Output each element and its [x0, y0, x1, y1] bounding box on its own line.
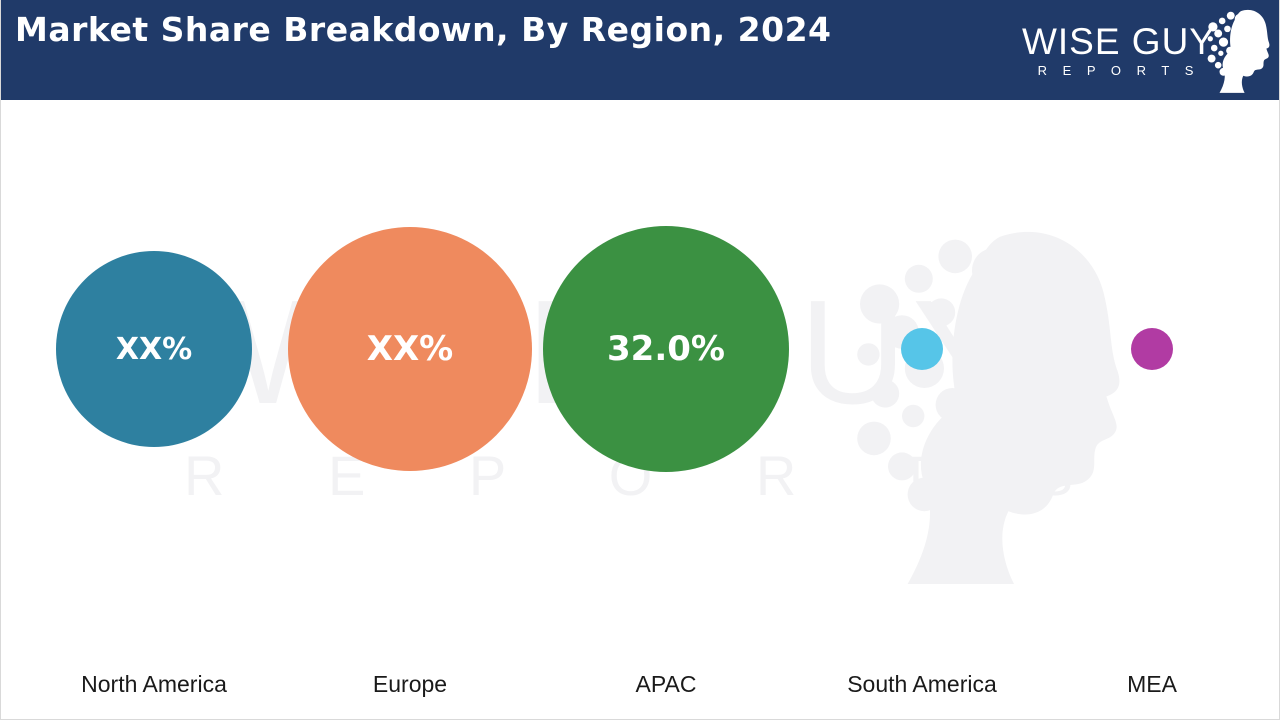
page-title: Market Share Breakdown, By Region, 2024 — [15, 10, 832, 49]
bubble-europe: XX% — [288, 227, 532, 471]
category-label: North America — [81, 671, 227, 697]
watermark-head-icon — [857, 231, 1120, 584]
category-label: Europe — [372, 671, 448, 697]
bubble-value-label: 32.0% — [607, 329, 725, 369]
bubble-apac: 32.0% — [543, 226, 789, 472]
logo-subtitle: R E P O R T S — [1037, 62, 1200, 78]
category-label: APAC — [635, 671, 697, 697]
wise-guy-logo: WISE GUY R E P O R T S — [1022, 4, 1271, 96]
bubble-north-america: XX% — [56, 251, 252, 447]
bubble-value-label: XX% — [366, 329, 454, 369]
bubble-mea — [1131, 328, 1173, 370]
bubble-value-label: XX% — [115, 331, 193, 367]
logo-text: WISE GUY R E P O R T S — [1022, 23, 1215, 78]
category-label: MEA — [1127, 671, 1177, 697]
logo-name: WISE GUY — [1021, 20, 1215, 62]
category-label: South America — [847, 671, 997, 697]
header: Market Share Breakdown, By Region, 2024 … — [1, 0, 1279, 100]
bubble-south-america — [901, 328, 943, 370]
